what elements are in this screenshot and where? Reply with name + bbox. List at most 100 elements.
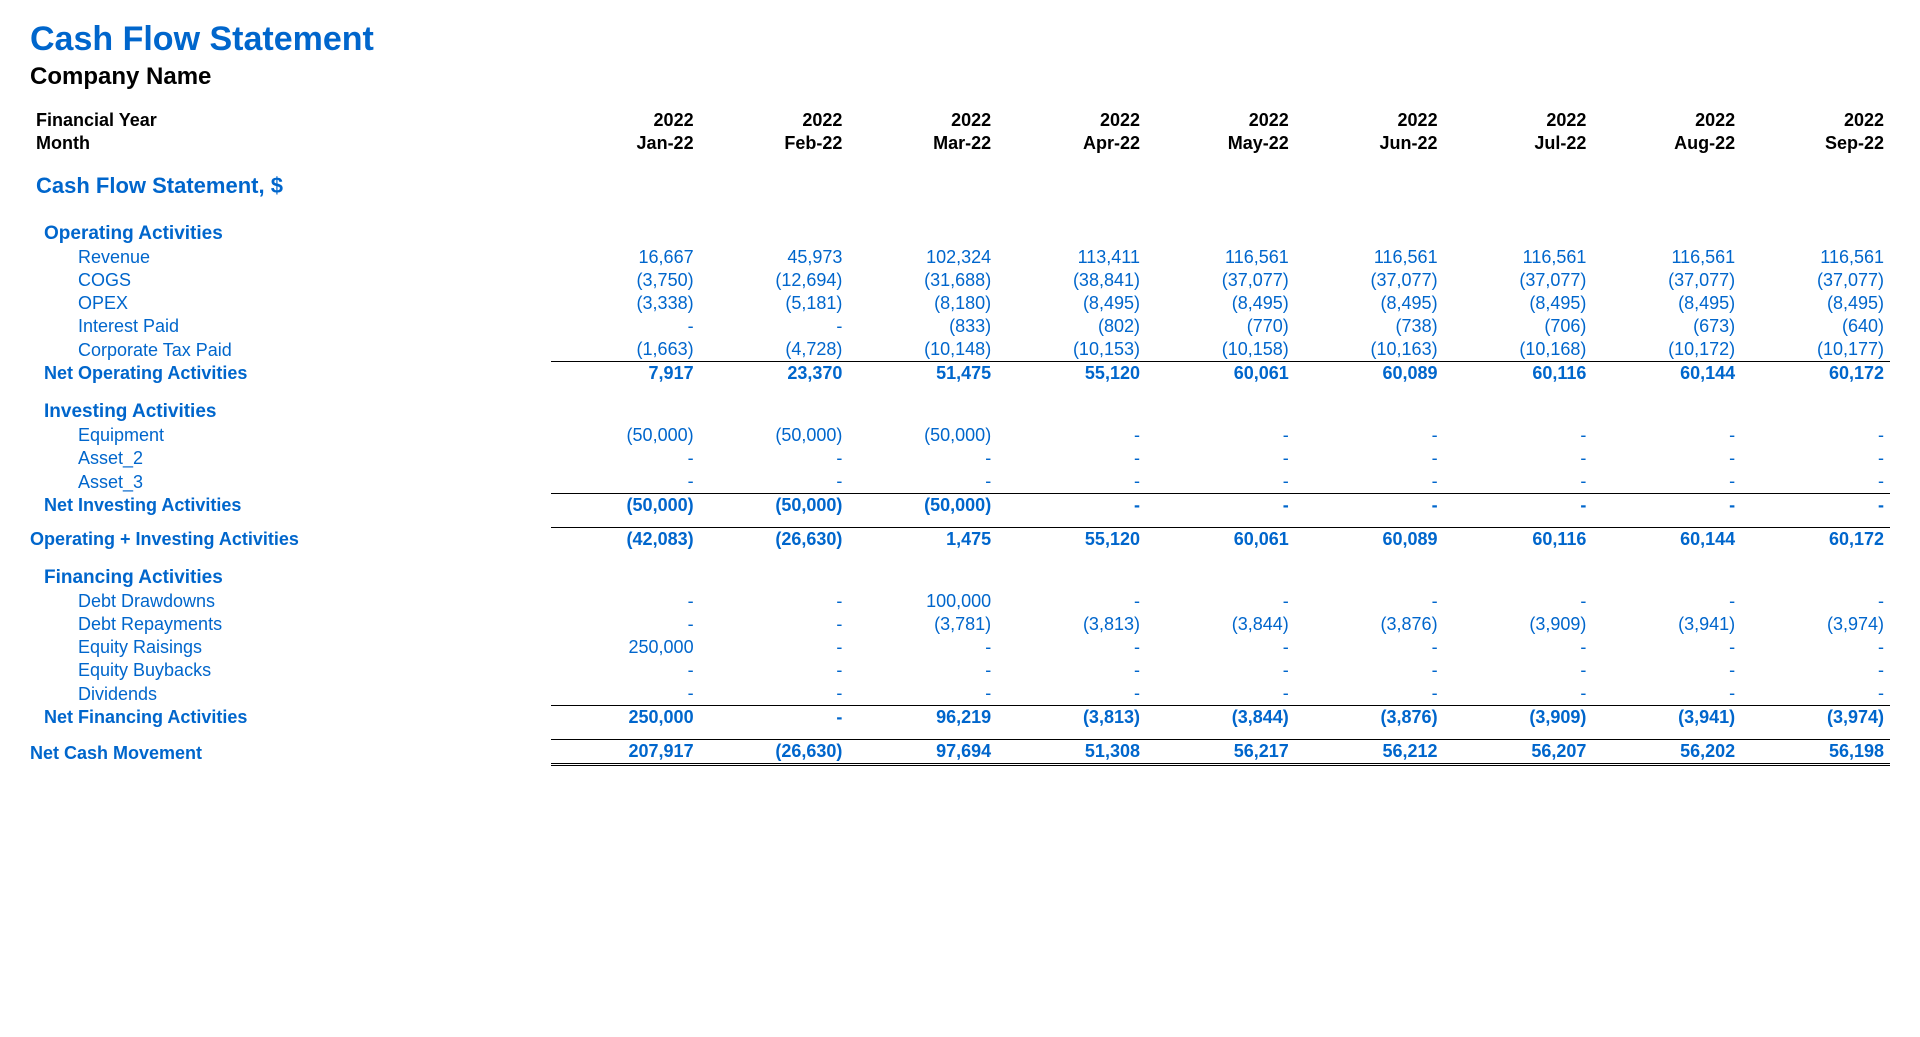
cell: (50,000) (848, 494, 997, 518)
year-col: 2022 (1295, 109, 1444, 132)
cell: - (700, 706, 849, 730)
cell: - (1592, 659, 1741, 682)
cell: - (700, 470, 849, 494)
cell: 60,144 (1592, 362, 1741, 386)
cell: 56,198 (1741, 740, 1890, 765)
cell: - (1146, 659, 1295, 682)
cell: - (551, 659, 700, 682)
row-label: Asset_2 (30, 447, 551, 470)
cell: 116,561 (1592, 246, 1741, 269)
year-col: 2022 (1592, 109, 1741, 132)
cell: (50,000) (848, 424, 997, 447)
cell: - (1295, 590, 1444, 613)
tax-row: Corporate Tax Paid (1,663) (4,728) (10,1… (30, 338, 1890, 362)
row-label: Operating + Investing Activities (30, 528, 551, 552)
cell: - (997, 659, 1146, 682)
cell: (3,909) (1444, 613, 1593, 636)
cell: - (551, 590, 700, 613)
cell: - (848, 682, 997, 706)
cell: 56,202 (1592, 740, 1741, 765)
cell: (31,688) (848, 269, 997, 292)
cell: 51,308 (997, 740, 1146, 765)
cell: - (1146, 636, 1295, 659)
cell: - (848, 636, 997, 659)
cell: 116,561 (1146, 246, 1295, 269)
cell: - (997, 447, 1146, 470)
cell: - (1146, 590, 1295, 613)
cell: 56,207 (1444, 740, 1593, 765)
cell: (3,750) (551, 269, 700, 292)
cell: (10,168) (1444, 338, 1593, 362)
financing-header: Financing Activities (30, 551, 1890, 590)
cell: 60,089 (1295, 362, 1444, 386)
net-cash-row: Net Cash Movement 207,917 (26,630) 97,69… (30, 740, 1890, 765)
cell: (50,000) (700, 424, 849, 447)
net-investing-row: Net Investing Activities (50,000) (50,00… (30, 494, 1890, 518)
row-label: Debt Drawdowns (30, 590, 551, 613)
page-title: Cash Flow Statement (30, 20, 1890, 59)
cell: 1,475 (848, 528, 997, 552)
year-col: 2022 (848, 109, 997, 132)
cell: - (997, 682, 1146, 706)
cell: (37,077) (1295, 269, 1444, 292)
cell: (37,077) (1444, 269, 1593, 292)
cell: (3,813) (997, 613, 1146, 636)
cell: (3,876) (1295, 706, 1444, 730)
row-label: COGS (30, 269, 551, 292)
cell: (833) (848, 315, 997, 338)
year-col: 2022 (1444, 109, 1593, 132)
cell: - (1444, 470, 1593, 494)
cell: - (1295, 682, 1444, 706)
cell: 250,000 (551, 706, 700, 730)
equity-raisings-row: Equity Raisings 250,000 - - - - - - - - (30, 636, 1890, 659)
cell: (8,495) (1592, 292, 1741, 315)
cell: (50,000) (551, 494, 700, 518)
company-name: Company Name (30, 63, 1890, 91)
cell: - (700, 447, 849, 470)
row-label: Net Cash Movement (30, 740, 551, 765)
cell: - (1444, 494, 1593, 518)
cell: - (997, 424, 1146, 447)
row-label: Equipment (30, 424, 551, 447)
row-label: Net Operating Activities (30, 362, 551, 386)
cell: - (1444, 659, 1593, 682)
cell: (42,083) (551, 528, 700, 552)
cell: - (551, 682, 700, 706)
cell: 113,411 (997, 246, 1146, 269)
cell: - (700, 613, 849, 636)
cell: (1,663) (551, 338, 700, 362)
cell: 60,172 (1741, 528, 1890, 552)
cell: (3,941) (1592, 706, 1741, 730)
cell: - (997, 636, 1146, 659)
cell: 55,120 (997, 362, 1146, 386)
row-label: Debt Repayments (30, 613, 551, 636)
year-col: 2022 (551, 109, 700, 132)
equity-buybacks-row: Equity Buybacks - - - - - - - - - (30, 659, 1890, 682)
cell: 16,667 (551, 246, 700, 269)
cell: - (1741, 590, 1890, 613)
cell: (3,338) (551, 292, 700, 315)
cell: 96,219 (848, 706, 997, 730)
cell: (38,841) (997, 269, 1146, 292)
cell: - (1295, 424, 1444, 447)
cell: (50,000) (700, 494, 849, 518)
net-operating-row: Net Operating Activities 7,917 23,370 51… (30, 362, 1890, 386)
cell: 55,120 (997, 528, 1146, 552)
fy-label: Financial Year (30, 109, 551, 132)
cell: - (997, 470, 1146, 494)
cell: - (1295, 636, 1444, 659)
cell: (3,844) (1146, 613, 1295, 636)
month-col: Feb-22 (700, 132, 849, 155)
header-month-row: Month Jan-22 Feb-22 Mar-22 Apr-22 May-22… (30, 132, 1890, 155)
cell: - (1592, 470, 1741, 494)
month-label: Month (30, 132, 551, 155)
row-label: Interest Paid (30, 315, 551, 338)
cell: - (1592, 494, 1741, 518)
cell: - (1592, 424, 1741, 447)
cell: (8,495) (1146, 292, 1295, 315)
cell: 60,172 (1741, 362, 1890, 386)
cell: - (1741, 682, 1890, 706)
cell: (8,495) (1444, 292, 1593, 315)
cell: - (700, 315, 849, 338)
cell: (4,728) (700, 338, 849, 362)
